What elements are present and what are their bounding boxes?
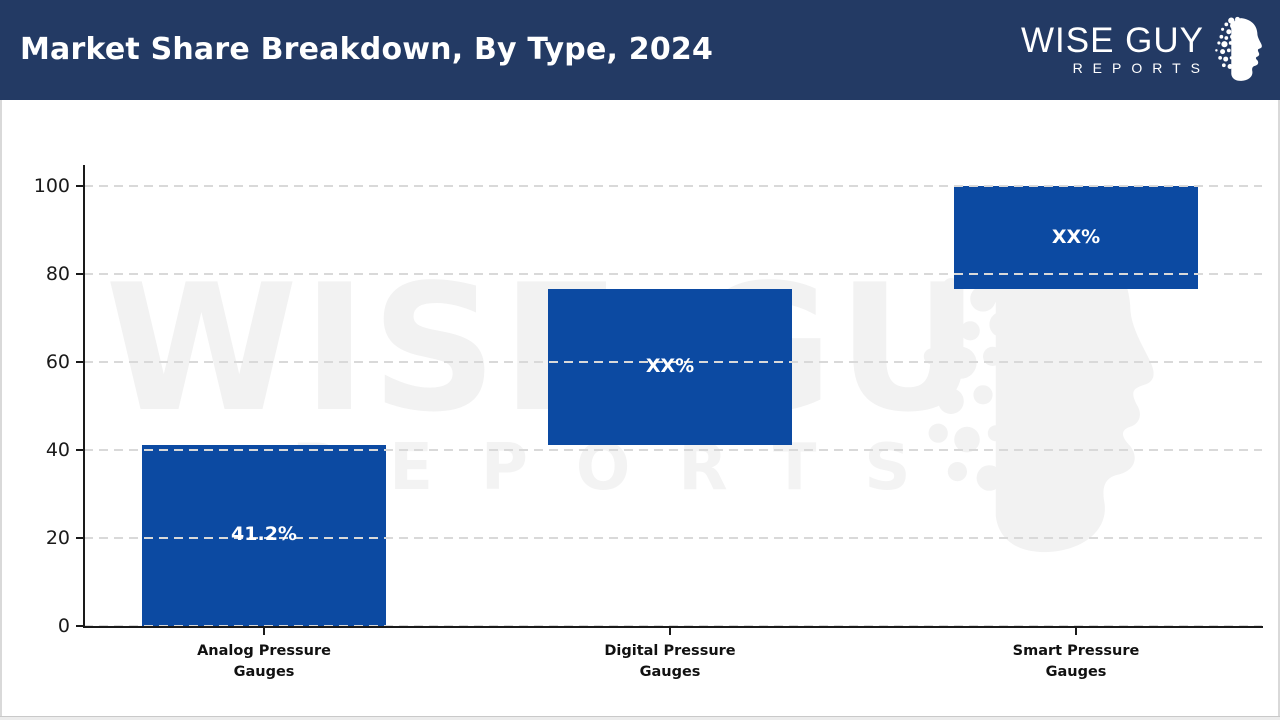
- x-tick-mark: [669, 628, 671, 635]
- dotted-face-profile-icon: [1215, 16, 1262, 81]
- y-tick-mark: [76, 273, 84, 275]
- x-axis-spine: [83, 626, 1263, 628]
- y-tick-mark: [76, 449, 84, 451]
- window-right-border: [1278, 100, 1280, 720]
- y-tick-mark: [76, 185, 84, 187]
- gridline: [84, 185, 1262, 187]
- y-tick-mark: [76, 625, 84, 627]
- watermark-subtext: REPORTS: [292, 431, 959, 505]
- gridline: [84, 625, 1262, 627]
- window-left-border: [0, 100, 2, 720]
- category-label: Analog Pressure Gauges: [197, 643, 331, 681]
- y-axis-spine: [83, 165, 85, 628]
- y-tick-label: 40: [45, 439, 70, 461]
- wise-guy-reports-logo: WISE GUY REPORTS: [1021, 0, 1272, 100]
- watermark-face-icon: [912, 222, 1154, 553]
- y-tick-label: 80: [45, 263, 70, 285]
- logo-subtext: REPORTS: [1072, 60, 1210, 76]
- y-tick-label: 0: [57, 615, 70, 637]
- header: Market Share Breakdown, By Type, 2024 WI…: [0, 0, 1280, 100]
- y-tick-mark: [76, 537, 84, 539]
- page-title: Market Share Breakdown, By Type, 2024: [20, 32, 714, 67]
- category-label: Digital Pressure Gauges: [604, 643, 736, 681]
- logo-wordmark: WISE GUY: [1020, 21, 1204, 60]
- x-tick-mark: [1075, 628, 1077, 635]
- category-label: Smart Pressure Gauges: [1012, 643, 1140, 681]
- window-bottom-border: [0, 716, 1280, 720]
- y-tick-mark: [76, 361, 84, 363]
- x-tick-mark: [263, 628, 265, 635]
- y-tick-label: 20: [45, 527, 70, 549]
- y-tick-label: 60: [45, 351, 70, 373]
- y-tick-label: 100: [33, 175, 70, 197]
- bar-value-label: 41.2%: [231, 523, 297, 546]
